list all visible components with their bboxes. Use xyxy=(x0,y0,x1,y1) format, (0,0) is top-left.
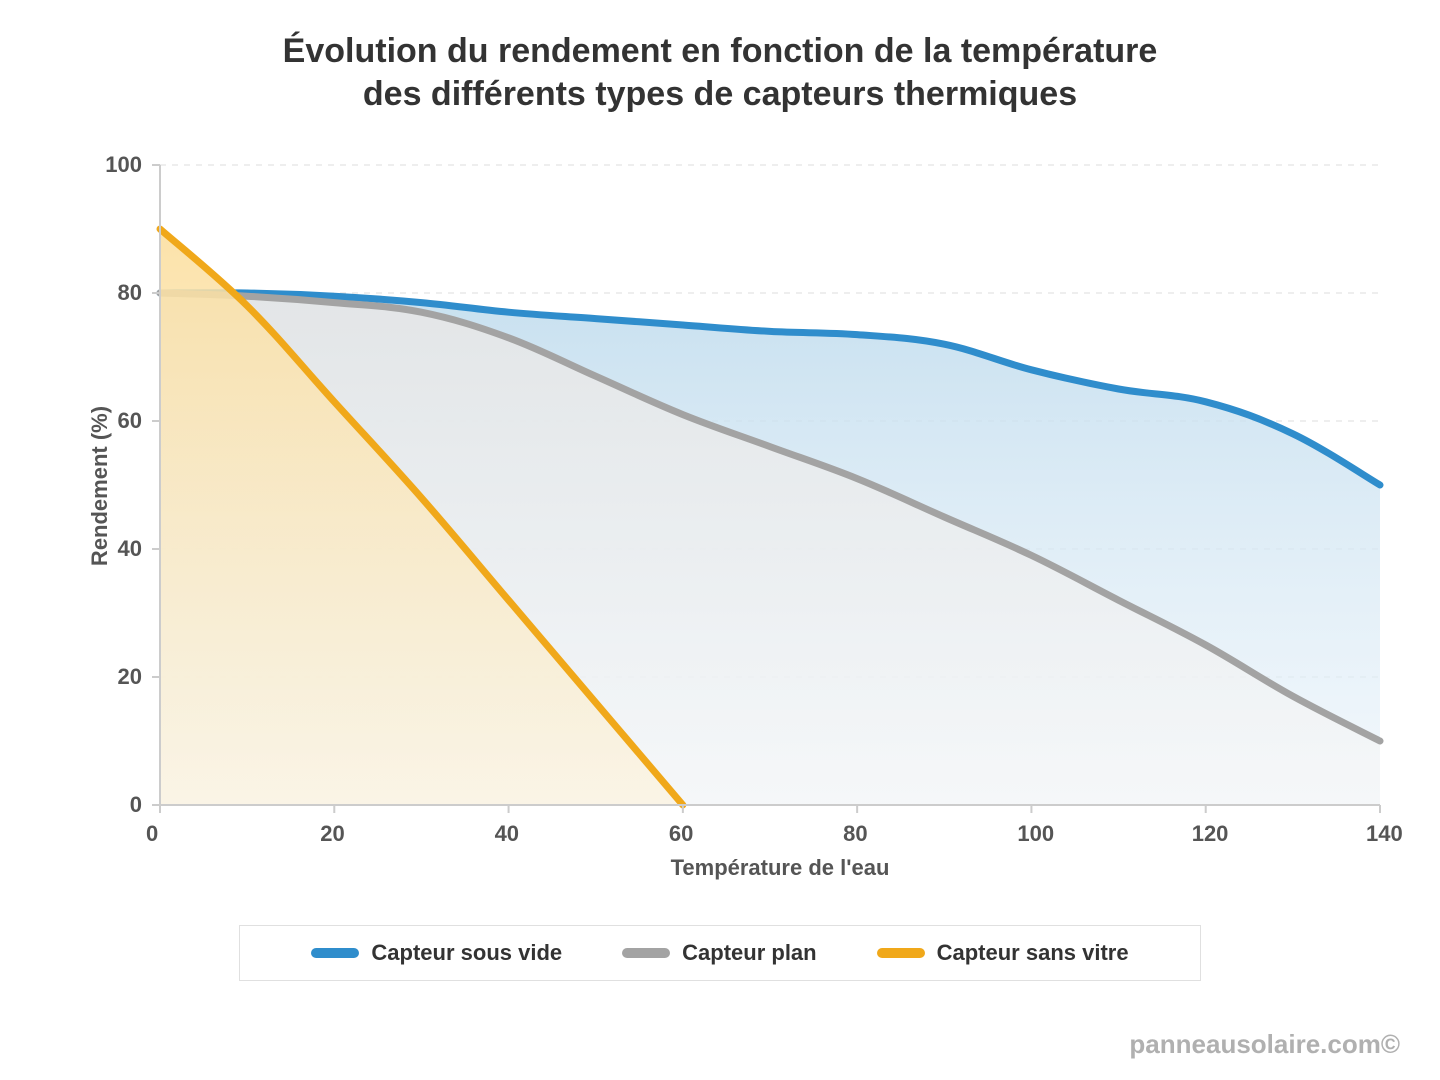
y-tick-label: 0 xyxy=(130,792,142,818)
chart-svg xyxy=(40,145,1420,825)
x-tick-label: 80 xyxy=(843,821,867,847)
legend-item-sans-vitre: Capteur sans vitre xyxy=(877,940,1129,966)
y-tick-label: 40 xyxy=(118,536,142,562)
x-tick-label: 100 xyxy=(1017,821,1054,847)
y-tick-label: 80 xyxy=(118,280,142,306)
legend-swatch-plan xyxy=(622,948,670,958)
legend-label-sous-vide: Capteur sous vide xyxy=(371,940,562,966)
chart-title-line1: Évolution du rendement en fonction de la… xyxy=(283,32,1158,70)
legend-label-sans-vitre: Capteur sans vitre xyxy=(937,940,1129,966)
legend-label-plan: Capteur plan xyxy=(682,940,816,966)
y-tick-label: 60 xyxy=(118,408,142,434)
x-axis-label: Température de l'eau xyxy=(650,855,910,881)
y-axis-label: Rendement (%) xyxy=(87,386,113,586)
chart-area: Rendement (%) Température de l'eau 0 20 40… xyxy=(40,145,1420,885)
x-tick-label: 0 xyxy=(146,821,158,847)
chart-title: Évolution du rendement en fonction de la… xyxy=(40,30,1400,115)
x-tick-label: 40 xyxy=(495,821,519,847)
x-tick-label: 140 xyxy=(1366,821,1403,847)
chart-title-line2: des différents types de capteurs thermiq… xyxy=(363,75,1077,113)
legend-swatch-sans-vitre xyxy=(877,948,925,958)
x-tick-label: 120 xyxy=(1192,821,1229,847)
legend: Capteur sous vide Capteur plan Capteur s… xyxy=(239,925,1201,981)
x-tick-label: 60 xyxy=(669,821,693,847)
x-tick-label: 20 xyxy=(320,821,344,847)
legend-item-plan: Capteur plan xyxy=(622,940,816,966)
y-tick-label: 20 xyxy=(118,664,142,690)
page: Évolution du rendement en fonction de la… xyxy=(0,0,1440,1080)
legend-swatch-sous-vide xyxy=(311,948,359,958)
legend-item-sous-vide: Capteur sous vide xyxy=(311,940,562,966)
y-tick-label: 100 xyxy=(105,152,142,178)
attribution: panneausolaire.com© xyxy=(1129,1029,1400,1060)
